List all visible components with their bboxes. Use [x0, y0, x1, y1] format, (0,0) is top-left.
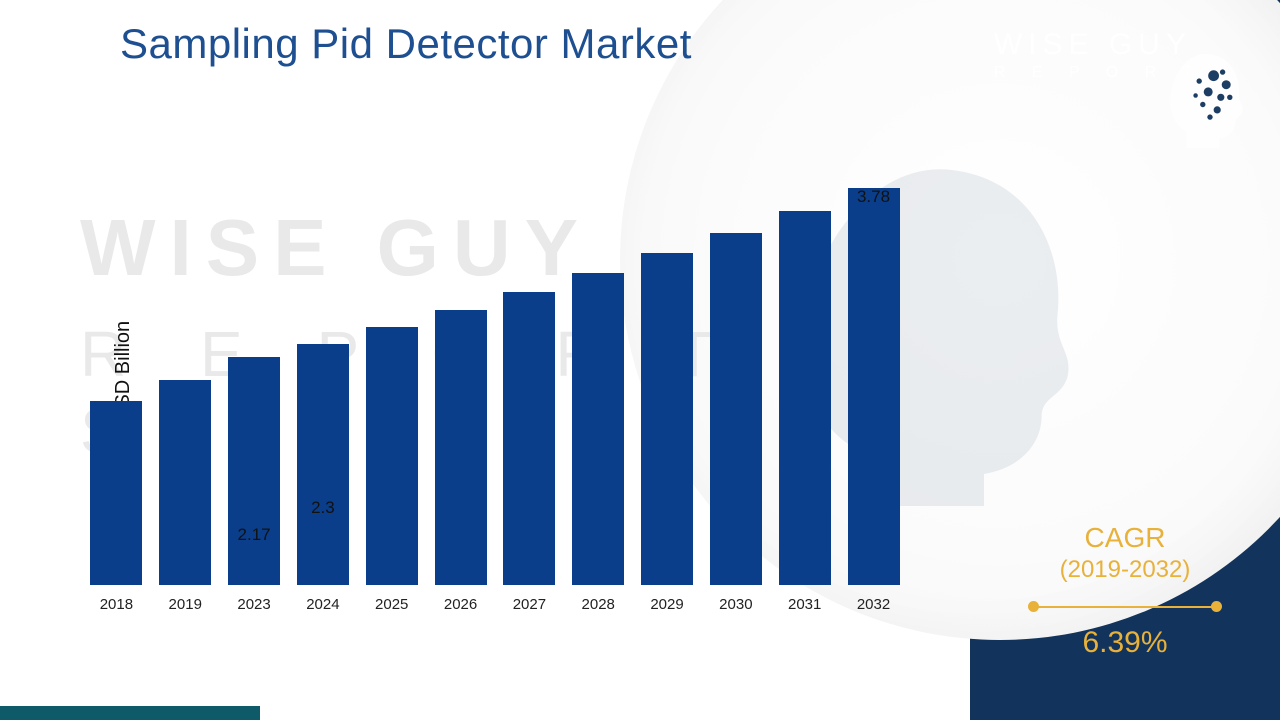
bar [779, 211, 831, 585]
cagr-divider [1030, 606, 1220, 608]
page-title: Sampling Pid Detector Market [120, 20, 692, 68]
bar-value-label: 2.3 [296, 498, 349, 518]
bar [572, 273, 624, 585]
x-tick-label: 2023 [228, 596, 281, 613]
chart-plot-area: 2.17 2.3 3.78 [90, 165, 900, 585]
bar-2018 [90, 401, 143, 585]
bottom-accent-bar [0, 706, 260, 720]
bar-2031 [778, 211, 831, 585]
bar [503, 292, 555, 585]
bar-chart: Market Value in USD Billion 2.172.33.78 … [72, 165, 902, 615]
bar-2019 [159, 380, 212, 585]
bar [435, 310, 487, 585]
bar-value-label: 2.17 [228, 525, 281, 545]
bar-2026 [434, 310, 487, 585]
x-tick-label: 2029 [641, 596, 694, 613]
x-tick-label: 2031 [778, 596, 831, 613]
bar-2024: 2.3 [296, 344, 349, 586]
bar [848, 188, 900, 585]
bar-2030 [709, 233, 762, 585]
bar [159, 380, 211, 585]
bar-2025 [365, 327, 418, 585]
brand-logo: WISE GUY R E P O R T S [994, 28, 1240, 82]
x-tick-label: 2019 [159, 596, 212, 613]
bar [366, 327, 418, 585]
x-tick-label: 2032 [847, 596, 900, 613]
bar [710, 233, 762, 585]
bar [641, 253, 693, 585]
cagr-block: CAGR (2019-2032) 6.39% [1010, 522, 1240, 660]
brand-head-icon [1156, 50, 1246, 150]
x-axis-labels: 2018 2019 2023 2024 2025 2026 2027 2028 2029 2030… [90, 596, 900, 613]
x-tick-label: 2026 [434, 596, 487, 613]
x-tick-label: 2027 [503, 596, 556, 613]
bar [90, 401, 142, 585]
bar [297, 344, 349, 586]
x-tick-label: 2025 [365, 596, 418, 613]
bar-2029 [641, 253, 694, 585]
cagr-period: (2019-2032) [1010, 556, 1240, 584]
cagr-heading: CAGR [1010, 522, 1240, 554]
bar-2028 [572, 273, 625, 585]
x-tick-label: 2028 [572, 596, 625, 613]
infographic-stage: WISE GUY R E P O R T S Sampling Pid Dete… [0, 0, 1280, 720]
x-tick-label: 2018 [90, 596, 143, 613]
x-tick-label: 2024 [296, 596, 349, 613]
bar-2032: 3.78 [847, 188, 900, 585]
bar [228, 357, 280, 585]
bar-2027 [503, 292, 556, 585]
bar-2023: 2.17 [228, 357, 281, 585]
cagr-value: 6.39% [1010, 626, 1240, 660]
x-tick-label: 2030 [709, 596, 762, 613]
bar-value-label: 3.78 [847, 187, 900, 207]
